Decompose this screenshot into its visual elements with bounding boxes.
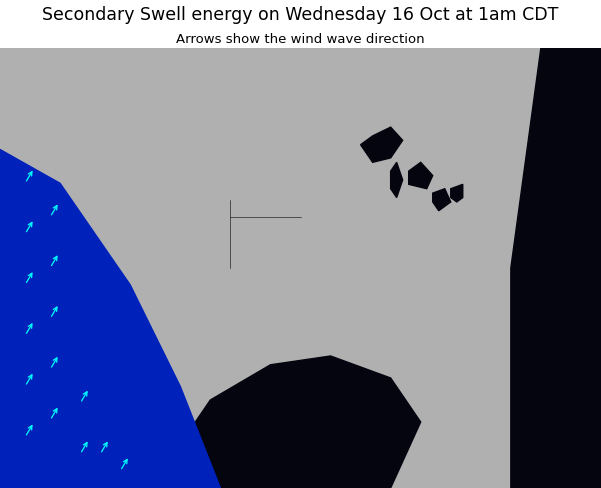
Polygon shape (451, 185, 463, 203)
Polygon shape (409, 163, 433, 189)
Polygon shape (0, 150, 221, 488)
Polygon shape (361, 128, 403, 163)
Polygon shape (391, 163, 403, 198)
Text: Arrows show the wind wave direction: Arrows show the wind wave direction (176, 33, 425, 45)
Polygon shape (433, 189, 451, 211)
Polygon shape (180, 356, 421, 488)
Polygon shape (511, 49, 601, 488)
Text: Secondary Swell energy on Wednesday 16 Oct at 1am CDT: Secondary Swell energy on Wednesday 16 O… (42, 6, 559, 23)
